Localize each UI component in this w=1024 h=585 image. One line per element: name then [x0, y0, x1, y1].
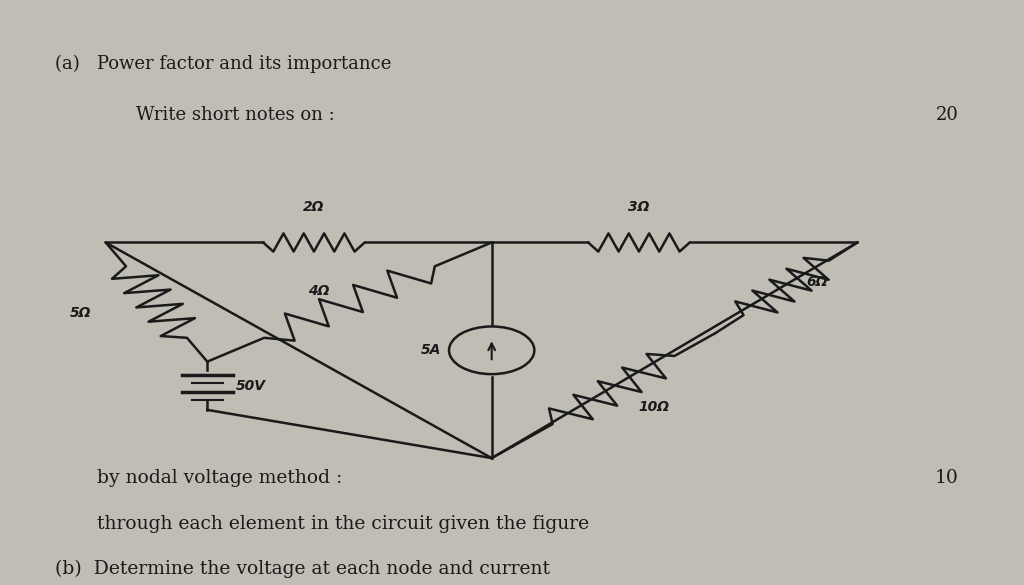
Text: (b)  Determine the voltage at each node and current: (b) Determine the voltage at each node a…: [55, 560, 550, 579]
Text: 2Ω: 2Ω: [303, 200, 325, 214]
Text: Write short notes on :: Write short notes on :: [136, 106, 335, 124]
Text: 4Ω: 4Ω: [308, 284, 330, 298]
Text: 5A: 5A: [421, 343, 441, 357]
Text: through each element in the circuit given the figure: through each element in the circuit give…: [55, 515, 589, 533]
Text: 5Ω: 5Ω: [70, 307, 91, 321]
Text: 10Ω: 10Ω: [639, 400, 670, 414]
Text: (a)   Power factor and its importance: (a) Power factor and its importance: [55, 55, 391, 74]
Text: 3Ω: 3Ω: [629, 200, 649, 214]
Text: 10: 10: [935, 469, 958, 487]
Text: 20: 20: [936, 106, 958, 124]
Text: 50V: 50V: [236, 379, 266, 393]
Text: 6Ω: 6Ω: [806, 275, 827, 289]
Text: by nodal voltage method :: by nodal voltage method :: [55, 469, 342, 487]
